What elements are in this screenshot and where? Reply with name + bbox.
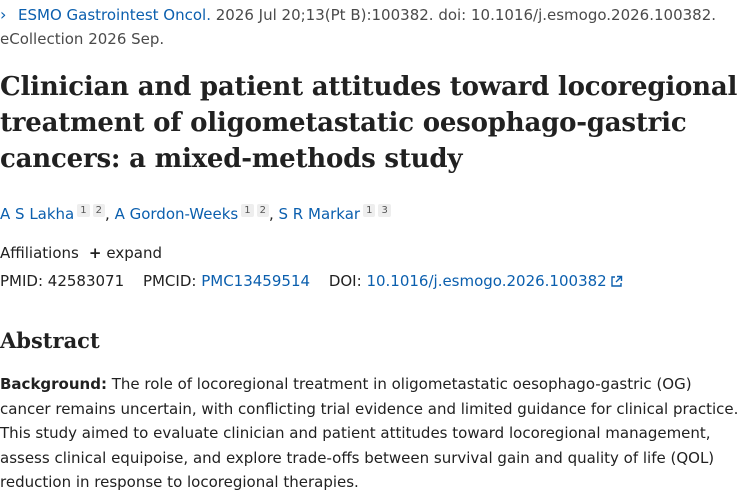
affiliation-ref[interactable]: 2 [256, 204, 269, 217]
author-link[interactable]: A Gordon-Weeks [114, 205, 239, 223]
identifiers-row: PMID: 42583071 PMCID: PMC13459514 DOI: 1… [0, 270, 623, 294]
author-separator: , [268, 205, 279, 223]
article-title: Clinician and patient attitudes toward l… [0, 72, 738, 174]
affiliation-ref[interactable]: 1 [77, 204, 90, 217]
affiliations-label: Affiliations [0, 244, 79, 262]
pmid-value: 42583071 [47, 272, 125, 290]
doi-label: DOI: [328, 272, 362, 290]
pmid-label: PMID: [0, 272, 44, 290]
citation-line: › ESMO Gastrointest Oncol. 2026 Jul 20;13… [0, 3, 746, 51]
pmcid-link[interactable]: PMC13459514 [201, 272, 311, 290]
background-text: The role of locoregional treatment in ol… [0, 375, 739, 491]
expand-affiliations-button[interactable]: expand [106, 244, 163, 262]
author-link[interactable]: S R Markar [278, 205, 361, 223]
affiliation-ref[interactable]: 1 [363, 204, 376, 217]
citation-details: 2026 Jul 20;13(Pt B):100382. doi: 10.101… [0, 6, 717, 48]
journal-link[interactable]: ESMO Gastrointest Oncol. [18, 6, 211, 24]
affiliation-ref[interactable]: 3 [378, 204, 391, 217]
author-list: A S Lakha 1 2, A Gordon-Weeks 1 2, S R Marka… [0, 203, 391, 225]
external-link-icon[interactable] [610, 272, 623, 294]
author-separator: , [105, 205, 115, 223]
chevron-right-icon[interactable]: › [0, 5, 7, 24]
affiliation-ref[interactable]: 2 [92, 204, 106, 217]
abstract-background: Background: The role of locoregional tre… [0, 372, 745, 495]
affiliations-row: Affiliations + expand [0, 242, 162, 264]
plus-icon[interactable]: + [88, 244, 102, 262]
background-label: Background: [0, 375, 107, 393]
affiliation-ref[interactable]: 1 [241, 204, 254, 217]
doi-link[interactable]: 10.1016/j.esmogo.2026.100382 [366, 272, 607, 290]
pmcid-label: PMCID: [142, 272, 197, 290]
author-link[interactable]: A S Lakha [0, 205, 75, 223]
abstract-heading: Abstract [0, 328, 100, 353]
